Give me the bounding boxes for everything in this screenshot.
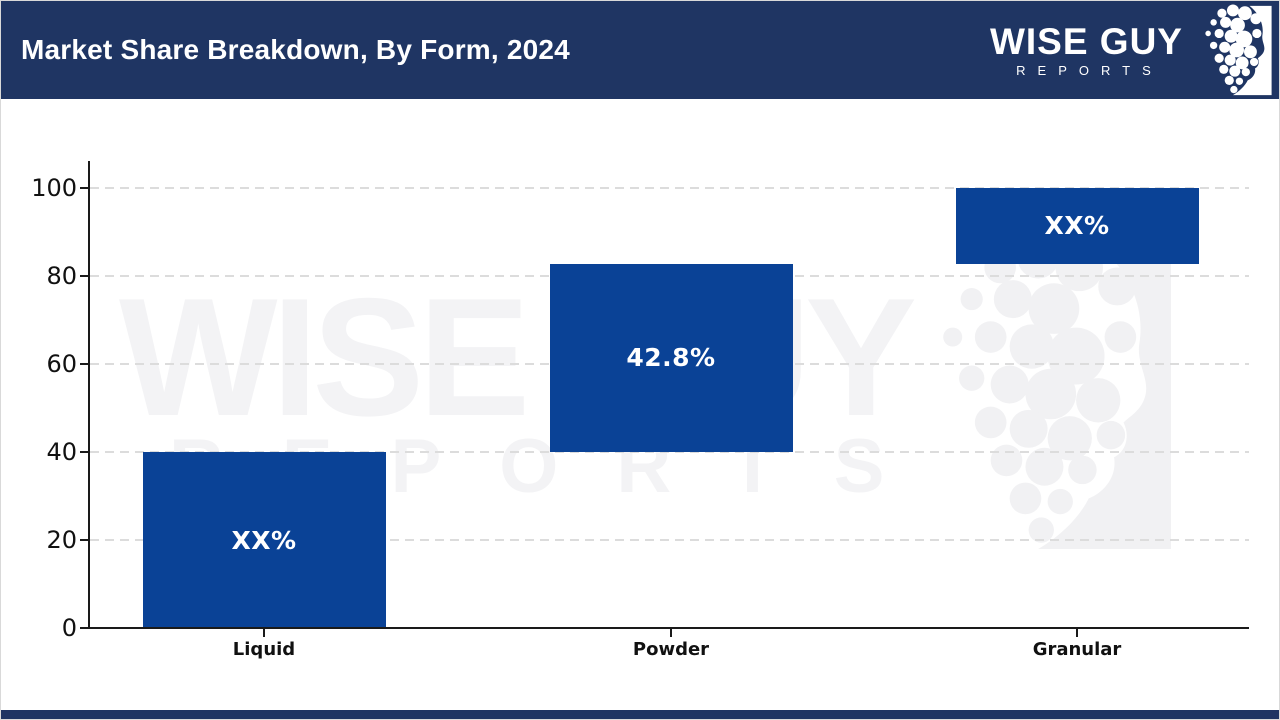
bar-liquid: XX%: [142, 452, 386, 628]
bar-granular: XX%: [955, 188, 1199, 264]
x-tick-mark: [1076, 629, 1078, 637]
x-category-label: Granular: [1032, 639, 1122, 660]
brand-logo: WISE GUY REPORTS: [990, 4, 1273, 96]
y-tick-mark: [80, 539, 88, 541]
page-title: Market Share Breakdown, By Form, 2024: [21, 34, 570, 65]
brand-wordmark: WISE GUY REPORTS: [990, 23, 1183, 78]
y-tick-label: 60: [46, 350, 77, 378]
y-tick-mark: [80, 275, 88, 277]
brand-subname: REPORTS: [1016, 62, 1163, 78]
x-tick-mark: [263, 629, 265, 637]
footer-bar: [1, 710, 1279, 719]
y-tick-mark: [80, 187, 88, 189]
y-tick-label: 100: [31, 174, 77, 202]
gridline: [90, 539, 1249, 541]
bar-powder: 42.8%: [549, 263, 793, 452]
header-bar: Market Share Breakdown, By Form, 2024 WI…: [1, 1, 1279, 99]
brand-name: WISE GUY: [989, 20, 1183, 62]
y-tick-label: 0: [61, 614, 77, 642]
x-axis-line: [86, 627, 1249, 629]
y-tick-label: 20: [46, 526, 77, 554]
gridline: [90, 187, 1249, 189]
bar-value-label: 42.8%: [626, 343, 716, 373]
bar-value-label: XX%: [1044, 211, 1110, 241]
y-tick-mark: [80, 451, 88, 453]
gridline: [90, 451, 1249, 453]
y-tick-label: 80: [46, 262, 77, 290]
bar-value-label: XX%: [231, 525, 297, 555]
x-category-label: Liquid: [232, 639, 296, 660]
y-tick-mark: [80, 363, 88, 365]
y-tick-mark: [80, 627, 88, 629]
x-tick-mark: [670, 629, 672, 637]
x-category-label: Powder: [632, 639, 710, 660]
y-axis-line: [88, 161, 90, 629]
y-tick-label: 40: [46, 438, 77, 466]
